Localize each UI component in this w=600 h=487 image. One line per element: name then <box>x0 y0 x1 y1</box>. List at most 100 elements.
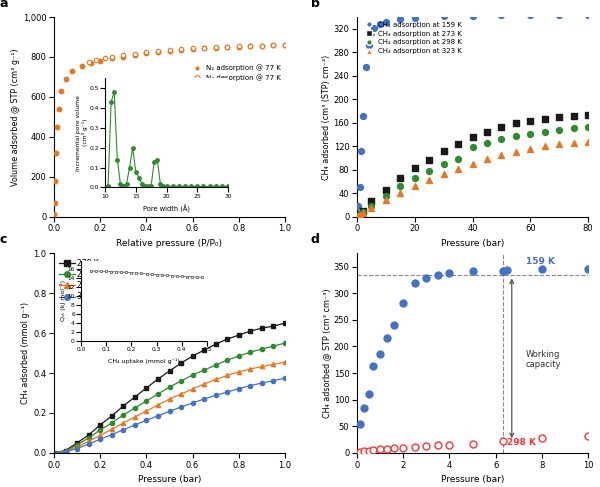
Point <box>381 192 391 200</box>
Point <box>410 174 419 182</box>
Point <box>353 212 363 220</box>
Point <box>468 144 478 151</box>
Point <box>526 131 535 138</box>
X-axis label: Pressure (bar): Pressure (bar) <box>441 239 504 248</box>
Point <box>526 145 535 153</box>
Point <box>569 112 578 120</box>
Point <box>410 14 419 21</box>
Point <box>439 170 448 178</box>
Point <box>554 11 564 19</box>
Point <box>381 18 391 26</box>
Text: c: c <box>0 233 7 246</box>
Point <box>569 124 578 132</box>
Point <box>358 209 368 217</box>
Point <box>353 202 363 210</box>
Point <box>395 182 405 190</box>
Point <box>376 20 385 28</box>
Point <box>554 113 564 121</box>
Point <box>370 24 379 32</box>
Point <box>482 128 492 135</box>
Point <box>453 165 463 172</box>
Legend: 278 K, 288 K, 298 K, 308 K: 278 K, 288 K, 298 K, 308 K <box>58 257 100 303</box>
Point <box>424 176 434 184</box>
Point <box>356 147 366 155</box>
Text: Working
capacity: Working capacity <box>526 350 561 370</box>
Point <box>355 210 365 218</box>
Point <box>511 148 521 155</box>
Point <box>355 184 365 191</box>
Point <box>453 140 463 148</box>
Point <box>367 205 376 212</box>
Text: b: b <box>311 0 320 10</box>
Point <box>353 212 363 220</box>
Point <box>424 156 434 164</box>
Y-axis label: Incremental pore volume
(cm³ g⁻¹): Incremental pore volume (cm³ g⁻¹) <box>76 95 88 170</box>
Point <box>410 164 419 172</box>
Point <box>353 210 362 218</box>
Legend: N₂ adsorption @ 77 K, N₂ desorption @ 77 K: N₂ adsorption @ 77 K, N₂ desorption @ 77… <box>189 64 281 82</box>
Point <box>381 196 391 204</box>
Point <box>497 151 506 159</box>
Point <box>410 182 419 190</box>
Point <box>482 139 492 147</box>
Point <box>364 41 373 49</box>
Point <box>439 147 448 155</box>
Point <box>439 13 448 20</box>
Point <box>526 11 535 19</box>
Point <box>395 189 405 197</box>
Text: a: a <box>0 0 8 10</box>
X-axis label: Pressure (bar): Pressure (bar) <box>138 475 201 484</box>
Legend: CH₄ adsorption at 159 K, CH₄ adsorption at 273 K, CH₄ adsorption at 298 K, CH₄ a: CH₄ adsorption at 159 K, CH₄ adsorption … <box>361 20 463 56</box>
Point <box>583 111 593 119</box>
Point <box>381 186 391 194</box>
Point <box>497 123 506 131</box>
Point <box>353 212 363 220</box>
Point <box>395 174 405 182</box>
Point <box>540 142 550 150</box>
Point <box>367 198 376 206</box>
X-axis label: Relative pressure (P/P₀): Relative pressure (P/P₀) <box>116 239 223 248</box>
Point <box>511 119 521 127</box>
Point <box>358 207 368 215</box>
Point <box>353 212 362 220</box>
Y-axis label: Volume adsorbed @ STP (cm³ g⁻¹): Volume adsorbed @ STP (cm³ g⁻¹) <box>11 48 20 186</box>
Point <box>358 112 368 120</box>
Point <box>583 123 593 131</box>
X-axis label: Pressure (bar): Pressure (bar) <box>441 475 504 484</box>
Text: 159 K: 159 K <box>526 257 554 266</box>
Point <box>482 155 492 163</box>
Point <box>540 128 550 135</box>
Text: d: d <box>311 233 320 246</box>
Y-axis label: CH₄ adsorbed @ STP (cm³ cm⁻³): CH₄ adsorbed @ STP (cm³ cm⁻³) <box>322 288 331 418</box>
Point <box>468 12 478 20</box>
X-axis label: Pore width (Å): Pore width (Å) <box>143 205 190 212</box>
Point <box>554 126 564 134</box>
Point <box>497 135 506 143</box>
Point <box>367 202 376 209</box>
Point <box>355 210 365 218</box>
Point <box>355 211 365 219</box>
Point <box>353 213 362 221</box>
Point <box>526 117 535 125</box>
Point <box>453 155 463 163</box>
Point <box>395 15 405 23</box>
X-axis label: CH₄ uptake (mmol g⁻¹): CH₄ uptake (mmol g⁻¹) <box>108 358 180 364</box>
Y-axis label: CH₄ adsorbed (cm³ (STP) cm⁻³): CH₄ adsorbed (cm³ (STP) cm⁻³) <box>322 54 331 180</box>
Point <box>424 167 434 175</box>
Point <box>511 132 521 140</box>
Y-axis label: CH₄ adsorbed (mmol g⁻¹): CH₄ adsorbed (mmol g⁻¹) <box>22 302 31 404</box>
Point <box>569 139 578 147</box>
Text: 298 K: 298 K <box>507 438 536 448</box>
Point <box>361 63 370 71</box>
Y-axis label: Qₛₜ (kJ mol⁻¹): Qₛₜ (kJ mol⁻¹) <box>60 280 66 321</box>
Point <box>353 212 362 220</box>
Point <box>358 208 368 216</box>
Point <box>439 161 448 169</box>
Point <box>367 29 376 37</box>
Point <box>583 138 593 146</box>
Point <box>468 133 478 141</box>
Point <box>554 141 564 149</box>
Point <box>540 115 550 123</box>
Point <box>497 11 506 19</box>
Point <box>468 160 478 168</box>
